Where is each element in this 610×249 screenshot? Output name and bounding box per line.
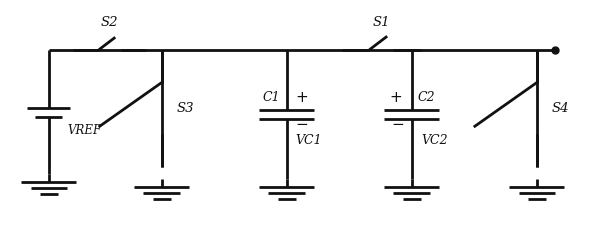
Text: S1: S1 [373, 15, 390, 28]
Text: S2: S2 [101, 16, 118, 29]
Text: C1: C1 [263, 91, 281, 104]
Text: −: − [392, 117, 404, 132]
Text: VC2: VC2 [421, 134, 448, 147]
Text: VC1: VC1 [296, 134, 323, 147]
Text: S4: S4 [552, 102, 570, 115]
Text: C2: C2 [418, 91, 436, 104]
Text: −: − [296, 117, 309, 132]
Text: S3: S3 [177, 102, 195, 115]
Text: +: + [390, 90, 403, 105]
Text: +: + [296, 90, 309, 105]
Text: VREF: VREF [67, 124, 101, 137]
